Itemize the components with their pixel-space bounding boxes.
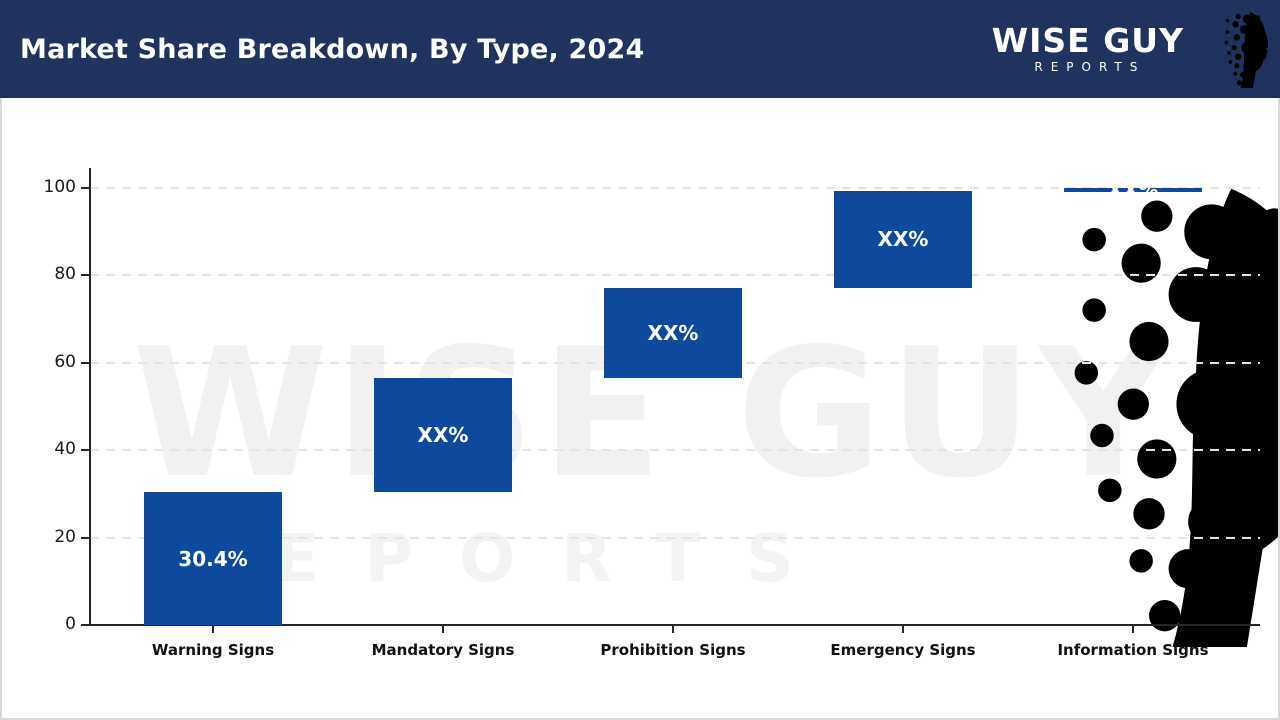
bar-mandatory-signs: XX% bbox=[374, 378, 512, 492]
bar-prohibition-signs: XX% bbox=[604, 288, 742, 379]
y-tick-mark-20 bbox=[81, 536, 89, 539]
chart-title: Market Share Breakdown, By Type, 2024 bbox=[20, 33, 645, 65]
chart-canvas: WISE GUY REPORTS 0 20 40 60 80 100 30.4% Warnin… bbox=[0, 98, 1280, 720]
x-tick-mark-warning-signs bbox=[212, 625, 214, 633]
x-tick-label-mandatory-signs: Mandatory Signs bbox=[371, 641, 515, 659]
bar-value-label-warning-signs: 30.4% bbox=[178, 546, 248, 571]
x-tick-mark-prohibition-signs bbox=[672, 625, 674, 633]
y-tick-mark-40 bbox=[81, 449, 89, 451]
y-tick-label-60: 60 bbox=[54, 351, 76, 372]
y-axis-line bbox=[89, 168, 91, 626]
y-tick-label-0: 0 bbox=[65, 614, 76, 634]
x-tick-label-warning-signs: Warning Signs bbox=[151, 641, 275, 659]
x-tick-label-prohibition-signs: Prohibition Signs bbox=[600, 641, 746, 659]
x-tick-mark-information-signs bbox=[1132, 625, 1134, 633]
x-tick-label-emergency-signs: Emergency Signs bbox=[830, 641, 976, 659]
y-tick-mark-60 bbox=[81, 361, 89, 364]
gridline-40 bbox=[90, 449, 1260, 451]
bar-value-label-mandatory-signs: XX% bbox=[417, 423, 469, 448]
gridline-20 bbox=[90, 536, 1260, 539]
y-tick-label-40: 40 bbox=[54, 439, 76, 459]
y-tick-mark-100 bbox=[81, 186, 89, 189]
logo-text-main: WISE GUY bbox=[991, 21, 1184, 60]
wiseguy-logo: WISE GUY REPORTS bbox=[992, 0, 1268, 98]
y-tick-label-100: 100 bbox=[43, 176, 76, 197]
y-tick-mark-80 bbox=[81, 274, 89, 276]
x-tick-label-information-signs: Information Signs bbox=[1057, 641, 1209, 659]
bar-information-signs: XX% bbox=[1064, 187, 1202, 193]
x-axis-line bbox=[89, 624, 1260, 626]
bar-emergency-signs: XX% bbox=[834, 190, 972, 289]
x-tick-mark-emergency-signs bbox=[902, 625, 904, 633]
bar-value-label-prohibition-signs: XX% bbox=[647, 321, 699, 346]
bar-value-label-emergency-signs: XX% bbox=[877, 227, 929, 252]
y-tick-label-20: 20 bbox=[54, 526, 76, 547]
bar-warning-signs: 30.4% bbox=[144, 492, 282, 625]
header-bar: Market Share Breakdown, By Type, 2024 WI… bbox=[0, 0, 1280, 98]
logo-text-sub: REPORTS bbox=[1034, 60, 1146, 74]
x-tick-mark-mandatory-signs bbox=[442, 625, 444, 633]
bar-value-label-information-signs: XX% bbox=[1108, 188, 1159, 193]
y-tick-label-80: 80 bbox=[54, 264, 76, 284]
gridline-80 bbox=[90, 274, 1260, 276]
logo-wordmark: WISE GUY REPORTS bbox=[991, 21, 1184, 75]
gridline-100 bbox=[90, 186, 1260, 189]
y-tick-mark-0 bbox=[81, 624, 89, 626]
